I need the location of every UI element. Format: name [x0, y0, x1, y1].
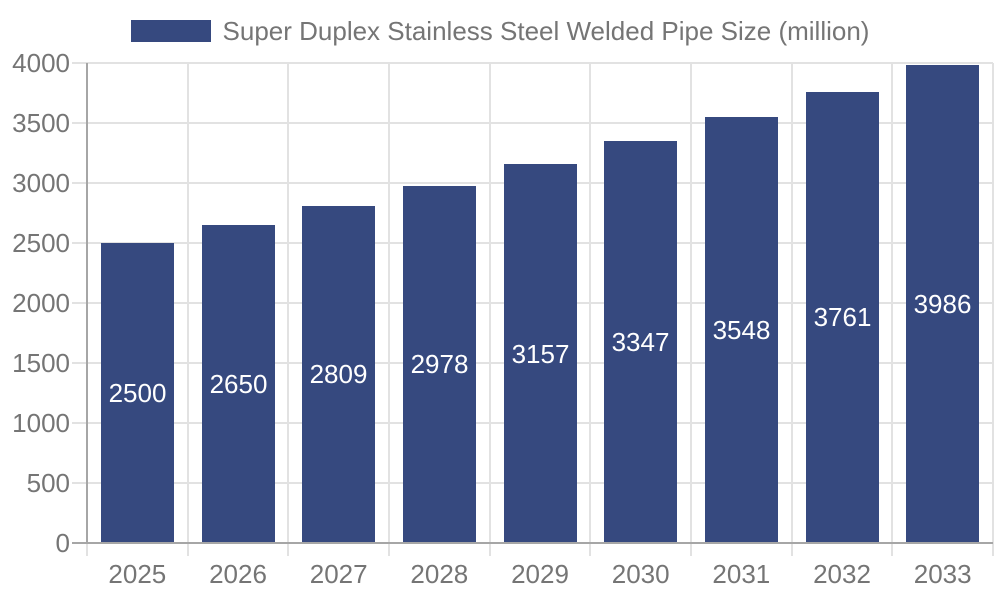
bar-2032[interactable]: 3761	[806, 91, 879, 543]
v-gridline	[891, 63, 894, 556]
legend-item[interactable]: Super Duplex Stainless Steel Welded Pipe…	[0, 16, 1000, 46]
bar-value-label: 3157	[511, 338, 570, 369]
bar-2026[interactable]: 2650	[202, 225, 275, 543]
bar-2030[interactable]: 3347	[604, 141, 677, 543]
v-gridline	[790, 63, 793, 556]
y-tick-label: 4000	[12, 48, 70, 78]
bar-value-label: 2500	[108, 378, 167, 408]
x-tick-label: 2032	[813, 559, 871, 589]
x-tick-label: 2033	[913, 559, 972, 589]
y-tick-label: 0	[55, 528, 70, 558]
bar-2031[interactable]: 3548	[705, 117, 778, 543]
bar-value-label: 2978	[410, 349, 469, 380]
bar-2028[interactable]: 2978	[403, 185, 476, 543]
v-gridline	[992, 63, 994, 556]
bar-2029[interactable]: 3157	[504, 164, 577, 543]
v-gridline	[488, 63, 491, 556]
h-gridline	[72, 62, 993, 64]
x-tick-label: 2025	[108, 559, 167, 589]
x-tick-mark	[86, 543, 88, 556]
legend-swatch-icon	[130, 20, 211, 42]
y-tick-label: 3000	[12, 168, 70, 198]
y-tick-label: 1500	[12, 348, 70, 378]
h-gridline	[72, 122, 993, 124]
y-axis-line	[86, 63, 88, 543]
x-tick-label: 2027	[309, 559, 368, 589]
bar-2033[interactable]: 3986	[906, 64, 979, 543]
v-gridline	[186, 63, 189, 556]
y-tick-label: 3500	[12, 108, 70, 138]
v-gridline	[589, 63, 592, 556]
bar-value-label: 3761	[813, 302, 872, 333]
x-tick-label: 2029	[511, 559, 569, 589]
y-tick-label: 500	[26, 468, 70, 498]
legend-label: Super Duplex Stainless Steel Welded Pipe…	[222, 16, 870, 46]
v-gridline	[388, 63, 390, 556]
v-gridline	[690, 63, 692, 556]
x-tick-label: 2030	[611, 559, 670, 589]
bar-value-label: 3548	[712, 315, 771, 346]
x-tick-label: 2031	[712, 559, 771, 589]
x-tick-label: 2028	[410, 559, 469, 589]
bar-value-label: 2650	[209, 369, 268, 399]
y-tick-label: 2000	[12, 288, 70, 318]
bar-value-label: 2809	[309, 359, 368, 390]
bar-2027[interactable]: 2809	[302, 205, 375, 543]
v-gridline	[287, 63, 290, 556]
y-tick-label: 2500	[12, 228, 70, 258]
bar-value-label: 3347	[611, 327, 670, 358]
x-axis-line	[72, 542, 993, 544]
x-tick-label: 2026	[209, 559, 267, 589]
bar-value-label: 3986	[913, 288, 972, 319]
y-tick-label: 1000	[12, 408, 70, 438]
bar-2025[interactable]: 2500	[101, 243, 174, 543]
